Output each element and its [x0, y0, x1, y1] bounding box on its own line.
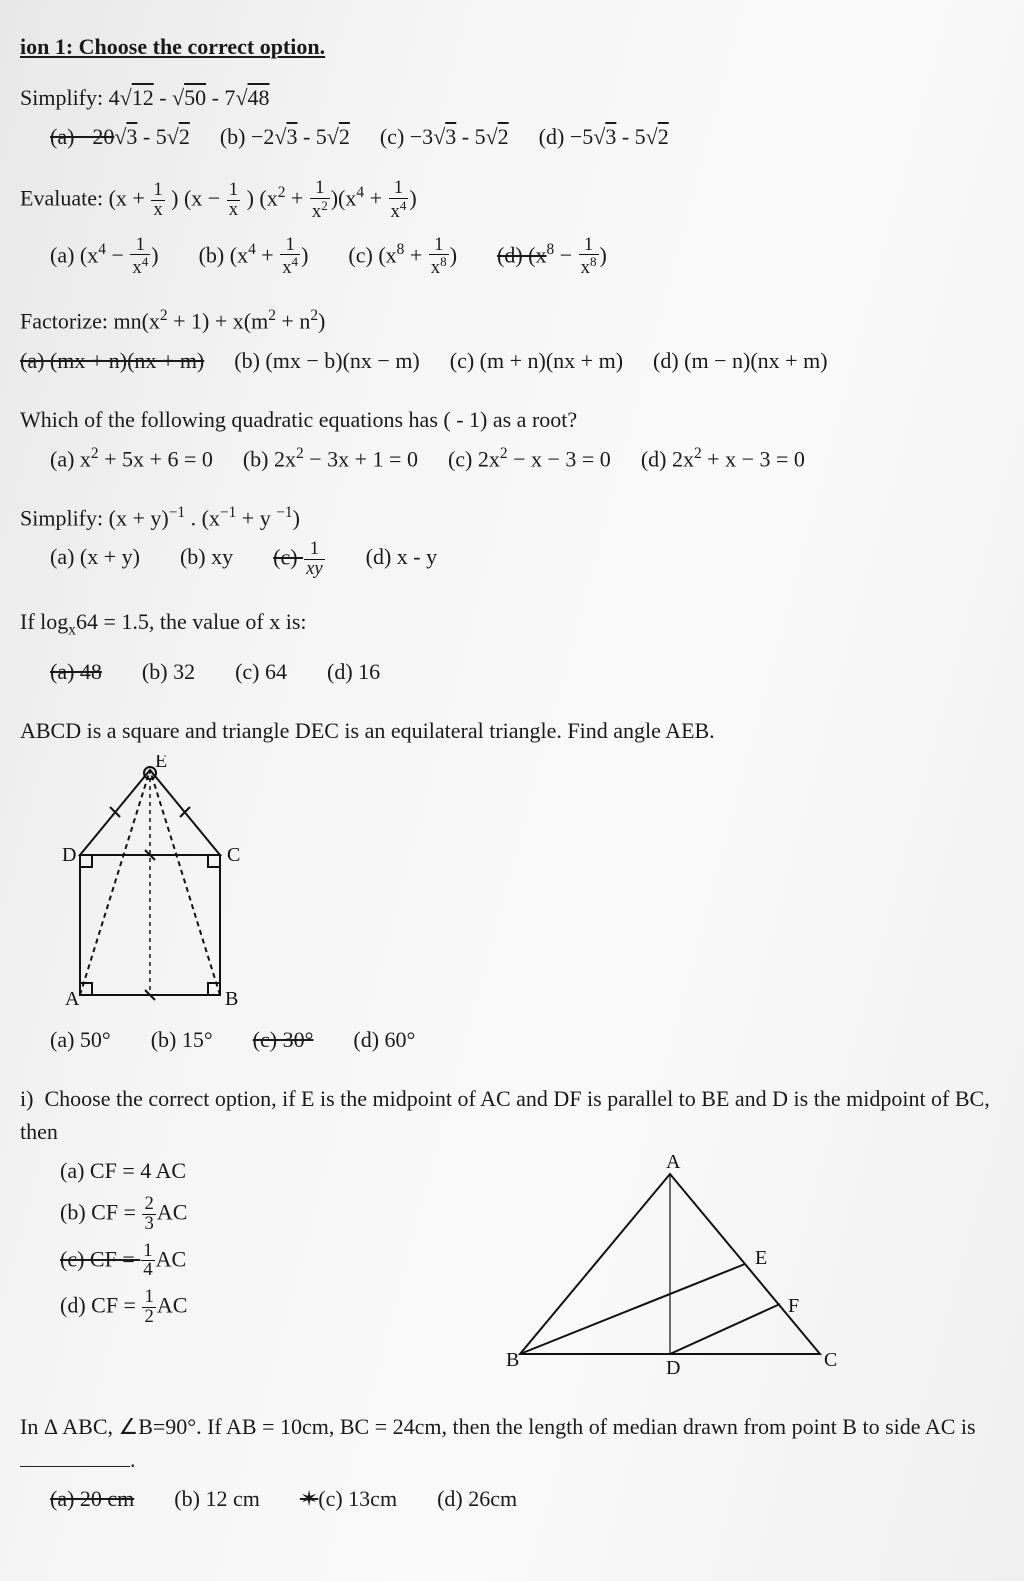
q7-options: (a) 50° (b) 15° (c) 30° (d) 60° — [50, 1023, 1004, 1056]
q2-opt-a: (a) (x4 − 1x4) — [50, 236, 159, 279]
q1-opt-b: (b) −2√3 - 5√2 — [220, 120, 350, 153]
q8-label-d: D — [666, 1357, 680, 1379]
q7-label-d: D — [62, 844, 76, 866]
q5-stem: Simplify: (x + y)−1 . (x−1 + y −1) — [20, 501, 1004, 534]
section-title: ion 1: Choose the correct option. — [20, 30, 1004, 63]
q3-options: (a) (mx + n)(nx + m) (b) (mx − b)(nx − m… — [20, 344, 1004, 377]
q6-stem: If logx64 = 1.5, the value of x is: — [20, 605, 1004, 642]
q2-opt-c: (c) (x8 + 1x8) — [348, 236, 457, 279]
q4-stem: Which of the following quadratic equatio… — [20, 403, 1004, 436]
q1-stem: Simplify: 4√12 - √50 - 7√48 — [20, 81, 1004, 114]
q4-opt-b: (b) 2x2 − 3x + 1 = 0 — [243, 442, 418, 475]
q7-opt-a: (a) 50° — [50, 1023, 111, 1056]
q8-stem: i) Choose the correct option, if E is th… — [20, 1082, 1004, 1148]
q8-opt-a: (a) CF = 4 AC — [60, 1154, 440, 1187]
q7-label-e: E — [155, 755, 167, 772]
q8-label-e: E — [755, 1247, 767, 1269]
q4-opt-a: (a) x2 + 5x + 6 = 0 — [50, 442, 213, 475]
q8-figure: A B C D E F — [480, 1154, 1004, 1384]
q7-stem: ABCD is a square and triangle DEC is an … — [20, 714, 1004, 747]
q9-options: (a) 20 cm (b) 12 cm ✶(c) 13cm (d) 26cm — [50, 1482, 1004, 1515]
q2-opt-d: (d) (x8 − 1x8) — [497, 236, 607, 279]
q6-opt-b: (b) 32 — [142, 655, 195, 688]
q6-options: (a) 48 (b) 32 (c) 64 (d) 16 — [50, 655, 1004, 688]
q4-options: (a) x2 + 5x + 6 = 0 (b) 2x2 − 3x + 1 = 0… — [50, 442, 1004, 475]
question-5: Simplify: (x + y)−1 . (x−1 + y −1) (a) (… — [20, 501, 1004, 579]
q9-opt-b: (b) 12 cm — [174, 1482, 260, 1515]
q8-opt-c: (c) CF = 14AC — [60, 1242, 440, 1280]
q8-label-a: A — [666, 1154, 681, 1173]
q3-opt-b: (b) (mx − b)(nx − m) — [234, 344, 420, 377]
q8-label-b: B — [506, 1349, 519, 1371]
q8-label-c: C — [824, 1349, 837, 1371]
question-6: If logx64 = 1.5, the value of x is: (a) … — [20, 605, 1004, 689]
question-7: ABCD is a square and triangle DEC is an … — [20, 714, 1004, 1056]
q2-stem: Evaluate: (x + 1x ) (x − 1x ) (x2 + 1x2)… — [20, 179, 1004, 222]
q9-opt-c: ✶(c) 13cm — [300, 1482, 397, 1515]
q2-options: (a) (x4 − 1x4) (b) (x4 + 1x4) (c) (x8 + … — [50, 236, 1004, 279]
q5-opt-b: (b) xy — [180, 540, 233, 578]
q8-opt-d: (d) CF = 12AC — [60, 1288, 440, 1326]
q6-opt-d: (d) 16 — [327, 655, 380, 688]
q7-figure: A B C D E — [20, 755, 1004, 1015]
q4-opt-c: (c) 2x2 − x − 3 = 0 — [448, 442, 611, 475]
q2-opt-b: (b) (x4 + 1x4) — [199, 236, 309, 279]
q8-label-f: F — [788, 1295, 799, 1317]
q1-opt-c: (c) −3√3 - 5√2 — [380, 120, 509, 153]
question-1: Simplify: 4√12 - √50 - 7√48 (a) −20√3 - … — [20, 81, 1004, 153]
question-3: Factorize: mn(x2 + 1) + x(m2 + n2) (a) (… — [20, 304, 1004, 376]
q9-opt-a: (a) 20 cm — [50, 1482, 134, 1515]
q9-stem: In Δ ABC, ∠B=90°. If AB = 10cm, BC = 24c… — [20, 1410, 1004, 1476]
q7-label-a: A — [65, 988, 80, 1010]
q5-options: (a) (x + y) (b) xy (c) 1xy (d) x - y — [50, 540, 1004, 578]
question-9: In Δ ABC, ∠B=90°. If AB = 10cm, BC = 24c… — [20, 1410, 1004, 1515]
q3-opt-d: (d) (m − n)(nx + m) — [653, 344, 828, 377]
q1-opt-a: (a) −20√3 - 5√2 — [50, 120, 190, 153]
q3-stem: Factorize: mn(x2 + 1) + x(m2 + n2) — [20, 304, 1004, 337]
q3-opt-c: (c) (m + n)(nx + m) — [450, 344, 623, 377]
q7-opt-d: (d) 60° — [353, 1023, 415, 1056]
q1-options: (a) −20√3 - 5√2 (b) −2√3 - 5√2 (c) −3√3 … — [50, 120, 1004, 153]
q1-opt-d: (d) −5√3 - 5√2 — [539, 120, 669, 153]
q5-opt-c: (c) 1xy — [273, 540, 326, 578]
question-4: Which of the following quadratic equatio… — [20, 403, 1004, 475]
q7-opt-b: (b) 15° — [151, 1023, 213, 1056]
question-2: Evaluate: (x + 1x ) (x − 1x ) (x2 + 1x2)… — [20, 179, 1004, 278]
q3-opt-a: (a) (mx + n)(nx + m) — [20, 344, 204, 377]
q7-label-b: B — [225, 988, 238, 1010]
q5-opt-d: (d) x - y — [366, 540, 437, 578]
q7-label-c: C — [227, 844, 240, 866]
q8-opt-b: (b) CF = 23AC — [60, 1195, 440, 1233]
q7-opt-c: (c) 30° — [253, 1023, 314, 1056]
q9-opt-d: (d) 26cm — [437, 1482, 517, 1515]
q4-opt-d: (d) 2x2 + x − 3 = 0 — [641, 442, 805, 475]
q6-opt-c: (c) 64 — [235, 655, 287, 688]
question-8: i) Choose the correct option, if E is th… — [20, 1082, 1004, 1384]
q5-opt-a: (a) (x + y) — [50, 540, 140, 578]
q6-opt-a: (a) 48 — [50, 655, 102, 688]
